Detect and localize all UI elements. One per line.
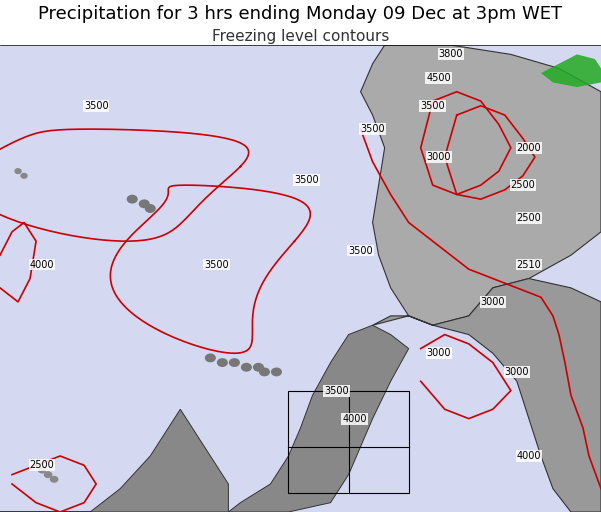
Text: 3500: 3500 xyxy=(421,101,445,111)
Circle shape xyxy=(206,354,215,361)
Text: 3500: 3500 xyxy=(325,386,349,396)
Polygon shape xyxy=(228,325,409,512)
Text: Freezing level contours: Freezing level contours xyxy=(212,29,389,44)
Text: 3000: 3000 xyxy=(427,152,451,162)
Text: 3500: 3500 xyxy=(294,176,319,185)
Text: 4000: 4000 xyxy=(30,260,54,269)
Text: 4000: 4000 xyxy=(517,451,541,461)
Text: 4500: 4500 xyxy=(427,73,451,83)
Text: 2500: 2500 xyxy=(510,180,535,190)
Circle shape xyxy=(254,364,263,371)
Text: 2500: 2500 xyxy=(516,213,542,223)
Circle shape xyxy=(218,359,227,366)
Circle shape xyxy=(15,169,21,174)
Text: 3000: 3000 xyxy=(505,367,529,377)
Circle shape xyxy=(50,477,58,482)
Text: Precipitation for 3 hrs ending Monday 09 Dec at 3pm WET: Precipitation for 3 hrs ending Monday 09… xyxy=(38,5,563,23)
Text: 3500: 3500 xyxy=(349,246,373,255)
Circle shape xyxy=(230,359,239,366)
Text: 3500: 3500 xyxy=(84,101,108,111)
Text: 2000: 2000 xyxy=(517,143,541,153)
Circle shape xyxy=(260,368,269,376)
Circle shape xyxy=(127,196,137,203)
Circle shape xyxy=(272,368,281,376)
Circle shape xyxy=(145,205,155,212)
Polygon shape xyxy=(0,409,228,512)
Text: 2500: 2500 xyxy=(29,460,55,471)
Circle shape xyxy=(44,472,52,478)
Circle shape xyxy=(21,174,27,178)
Bar xyxy=(288,391,409,494)
Circle shape xyxy=(242,364,251,371)
Circle shape xyxy=(139,200,149,207)
Polygon shape xyxy=(373,279,601,512)
Text: 3000: 3000 xyxy=(427,348,451,358)
Polygon shape xyxy=(541,54,601,87)
Polygon shape xyxy=(361,45,601,325)
Text: 3000: 3000 xyxy=(481,297,505,307)
Text: 2510: 2510 xyxy=(516,260,542,269)
Text: 3500: 3500 xyxy=(204,260,228,269)
Text: 4000: 4000 xyxy=(343,414,367,423)
Text: 3800: 3800 xyxy=(439,49,463,59)
Text: 3500: 3500 xyxy=(361,124,385,134)
Circle shape xyxy=(38,467,46,473)
